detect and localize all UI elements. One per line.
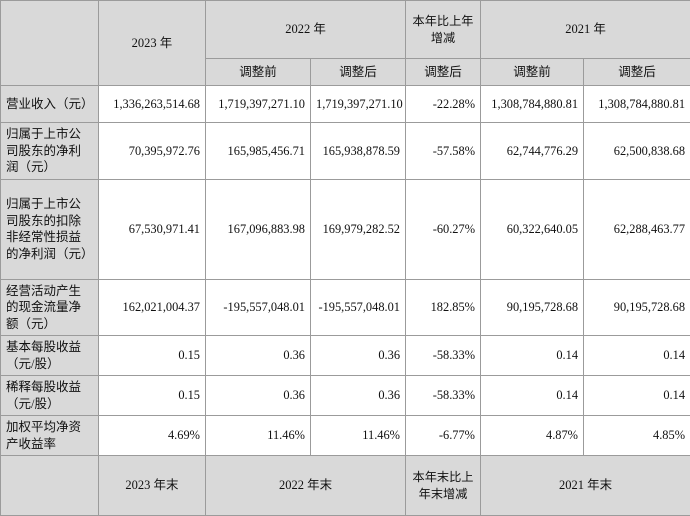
cell-revenue-2022-before: 1,719,397,271.10 <box>206 86 311 123</box>
cell-weighted-roe-2021-before: 4.87% <box>481 416 584 456</box>
header-2021-before-adjustment: 调整前 <box>481 59 584 86</box>
cell-net-profit-2022-before: 165,985,456.71 <box>206 123 311 180</box>
header-change-after-adjustment: 调整后 <box>406 59 481 86</box>
footer-year-2021-end: 2021 年末 <box>481 456 690 516</box>
cell-diluted-eps-2023: 0.15 <box>99 376 206 416</box>
header-2022-before-adjustment: 调整前 <box>206 59 311 86</box>
cell-operating-cash-flow-2022-after: -195,557,048.01 <box>311 279 406 336</box>
cell-basic-eps-2021-before: 0.14 <box>481 336 584 376</box>
cell-deducted-net-profit-2022-after: 169,979,282.52 <box>311 179 406 279</box>
cell-net-profit-2022-after: 165,938,878.59 <box>311 123 406 180</box>
cell-basic-eps-2022-after: 0.36 <box>311 336 406 376</box>
row-label-operating-cash-flow: 经营活动产生的现金流量净额（元） <box>1 279 99 336</box>
financial-summary-table-page: 2023 年 2022 年 本年比上年增减 2021 年 调整前 调整后 调整后… <box>0 0 690 500</box>
cell-revenue-change: -22.28% <box>406 86 481 123</box>
cell-basic-eps-2022-before: 0.36 <box>206 336 311 376</box>
cell-weighted-roe-2021-after: 4.85% <box>584 416 690 456</box>
cell-revenue-2021-after: 1,308,784,880.81 <box>584 86 690 123</box>
header-year-2022: 2022 年 <box>206 1 406 59</box>
header-corner-cell <box>1 1 99 86</box>
cell-deducted-net-profit-2021-after: 62,288,463.77 <box>584 179 690 279</box>
cell-weighted-roe-2022-before: 11.46% <box>206 416 311 456</box>
cell-revenue-2023: 1,336,263,514.68 <box>99 86 206 123</box>
cell-operating-cash-flow-change: 182.85% <box>406 279 481 336</box>
cell-net-profit-change: -57.58% <box>406 123 481 180</box>
row-label-basic-eps: 基本每股收益（元/股） <box>1 336 99 376</box>
cell-basic-eps-change: -58.33% <box>406 336 481 376</box>
table-row: 稀释每股收益（元/股） 0.15 0.36 0.36 -58.33% 0.14 … <box>1 376 690 416</box>
cell-net-profit-2021-after: 62,500,838.68 <box>584 123 690 180</box>
cell-weighted-roe-change: -6.77% <box>406 416 481 456</box>
cell-basic-eps-2021-after: 0.14 <box>584 336 690 376</box>
table-row: 归属于上市公司股东的扣除非经常性损益的净利润（元） 67,530,971.41 … <box>1 179 690 279</box>
cell-basic-eps-2023: 0.15 <box>99 336 206 376</box>
row-label-diluted-eps: 稀释每股收益（元/股） <box>1 376 99 416</box>
cell-net-profit-2023: 70,395,972.76 <box>99 123 206 180</box>
cell-revenue-2022-after: 1,719,397,271.10 <box>311 86 406 123</box>
footer-corner-cell <box>1 456 99 516</box>
header-2022-after-adjustment: 调整后 <box>311 59 406 86</box>
cell-operating-cash-flow-2022-before: -195,557,048.01 <box>206 279 311 336</box>
cell-revenue-2021-before: 1,308,784,880.81 <box>481 86 584 123</box>
header-2021-after-adjustment: 调整后 <box>584 59 690 86</box>
cell-operating-cash-flow-2021-after: 90,195,728.68 <box>584 279 690 336</box>
table-row: 经营活动产生的现金流量净额（元） 162,021,004.37 -195,557… <box>1 279 690 336</box>
cell-diluted-eps-2022-after: 0.36 <box>311 376 406 416</box>
header-year-2021: 2021 年 <box>481 1 690 59</box>
cell-weighted-roe-2022-after: 11.46% <box>311 416 406 456</box>
cell-deducted-net-profit-2023: 67,530,971.41 <box>99 179 206 279</box>
cell-deducted-net-profit-2021-before: 60,322,640.05 <box>481 179 584 279</box>
cell-diluted-eps-2022-before: 0.36 <box>206 376 311 416</box>
row-label-net-profit: 归属于上市公司股东的净利润（元） <box>1 123 99 180</box>
row-label-weighted-roe: 加权平均净资产收益率 <box>1 416 99 456</box>
footer-year-2023-end: 2023 年末 <box>99 456 206 516</box>
cell-operating-cash-flow-2021-before: 90,195,728.68 <box>481 279 584 336</box>
table-row: 归属于上市公司股东的净利润（元） 70,395,972.76 165,985,4… <box>1 123 690 180</box>
cell-deducted-net-profit-change: -60.27% <box>406 179 481 279</box>
header-yoy-change: 本年比上年增减 <box>406 1 481 59</box>
row-label-revenue: 营业收入（元） <box>1 86 99 123</box>
row-label-deducted-net-profit: 归属于上市公司股东的扣除非经常性损益的净利润（元） <box>1 179 99 279</box>
footer-year-2022-end: 2022 年末 <box>206 456 406 516</box>
cell-operating-cash-flow-2023: 162,021,004.37 <box>99 279 206 336</box>
cell-weighted-roe-2023: 4.69% <box>99 416 206 456</box>
footer-yoy-change: 本年末比上年末增减 <box>406 456 481 516</box>
cell-diluted-eps-change: -58.33% <box>406 376 481 416</box>
table-footer-header-row: 2023 年末 2022 年末 本年末比上年末增减 2021 年末 <box>1 456 690 516</box>
table-row: 加权平均净资产收益率 4.69% 11.46% 11.46% -6.77% 4.… <box>1 416 690 456</box>
cell-diluted-eps-2021-before: 0.14 <box>481 376 584 416</box>
table-header-row-primary: 2023 年 2022 年 本年比上年增减 2021 年 <box>1 1 690 59</box>
header-year-2023: 2023 年 <box>99 1 206 86</box>
cell-net-profit-2021-before: 62,744,776.29 <box>481 123 584 180</box>
table-row: 营业收入（元） 1,336,263,514.68 1,719,397,271.1… <box>1 86 690 123</box>
cell-deducted-net-profit-2022-before: 167,096,883.98 <box>206 179 311 279</box>
cell-diluted-eps-2021-after: 0.14 <box>584 376 690 416</box>
table-row: 基本每股收益（元/股） 0.15 0.36 0.36 -58.33% 0.14 … <box>1 336 690 376</box>
